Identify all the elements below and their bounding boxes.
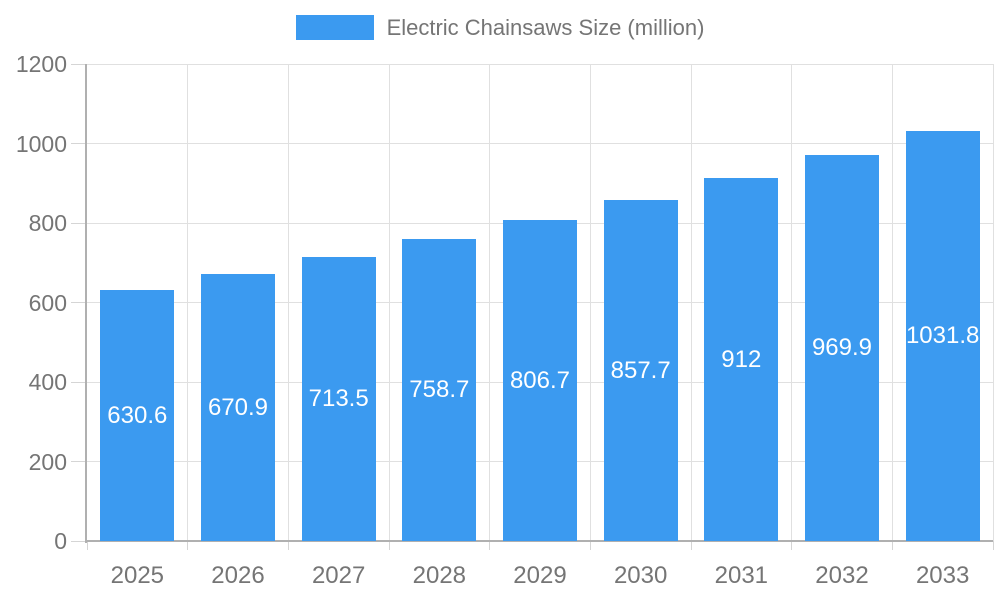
- y-tick-mark: [71, 302, 87, 303]
- x-gridline: [690, 64, 692, 541]
- x-tick-mark: [388, 541, 390, 550]
- bar[interactable]: [503, 220, 577, 541]
- y-tick-mark: [71, 540, 87, 542]
- x-gridline: [791, 64, 793, 541]
- bar[interactable]: [402, 239, 477, 541]
- y-axis-tick-label: 600: [28, 289, 67, 316]
- y-tick-mark: [71, 222, 87, 224]
- x-axis-tick-label: 2029: [513, 562, 567, 589]
- x-gridline: [589, 64, 591, 541]
- x-axis-tick-label: 2030: [613, 562, 668, 589]
- x-axis-tick-label: 2027: [311, 562, 366, 589]
- y-tick-mark: [71, 461, 87, 462]
- x-axis-tick-label: 2032: [815, 562, 869, 589]
- legend[interactable]: Electric Chainsaws Size (million): [0, 15, 1000, 40]
- y-axis-tick-label: 800: [28, 210, 67, 236]
- y-tick-mark: [71, 63, 87, 65]
- y-axis-tick-label: 1200: [15, 51, 67, 77]
- x-tick-mark: [489, 541, 491, 550]
- x-gridline: [187, 64, 189, 541]
- x-gridline: [287, 64, 289, 541]
- x-gridline: [992, 64, 994, 541]
- x-tick-mark: [690, 541, 692, 550]
- x-tick-mark: [992, 541, 994, 550]
- y-axis-line: [85, 64, 87, 543]
- x-gridline: [388, 64, 390, 541]
- y-tick-mark: [71, 381, 87, 383]
- x-tick-mark: [287, 541, 289, 550]
- bar[interactable]: [603, 200, 678, 541]
- x-tick-mark: [791, 541, 793, 550]
- y-axis-tick-label: 200: [28, 448, 67, 475]
- bar[interactable]: [704, 178, 779, 541]
- x-gridline: [489, 64, 491, 541]
- bar[interactable]: [100, 290, 175, 541]
- bar[interactable]: [805, 155, 879, 541]
- y-axis-tick-label: 1000: [15, 130, 67, 157]
- x-axis-tick-label: 2028: [412, 562, 467, 589]
- x-gridline: [891, 64, 893, 541]
- legend-label: Electric Chainsaws Size (million): [386, 15, 705, 40]
- y-gridline: [87, 63, 993, 65]
- bar[interactable]: [201, 274, 275, 541]
- x-axis-tick-label: 2026: [211, 562, 265, 589]
- x-tick-mark: [891, 541, 893, 550]
- x-tick-mark: [187, 541, 189, 550]
- x-axis-tick-label: 2025: [110, 562, 165, 589]
- x-axis-tick-label: 2033: [915, 562, 970, 589]
- bar[interactable]: [301, 257, 376, 541]
- x-axis-tick-label: 2031: [714, 562, 769, 589]
- bar[interactable]: [905, 130, 980, 541]
- y-axis-tick-label: 400: [28, 369, 67, 395]
- y-gridline: [87, 143, 993, 144]
- x-tick-mark: [86, 541, 88, 550]
- x-tick-mark: [589, 541, 591, 550]
- legend-swatch: [295, 15, 374, 40]
- y-tick-mark: [71, 143, 87, 144]
- y-axis-tick-label: 0: [54, 528, 67, 554]
- x-axis-line: [87, 540, 993, 542]
